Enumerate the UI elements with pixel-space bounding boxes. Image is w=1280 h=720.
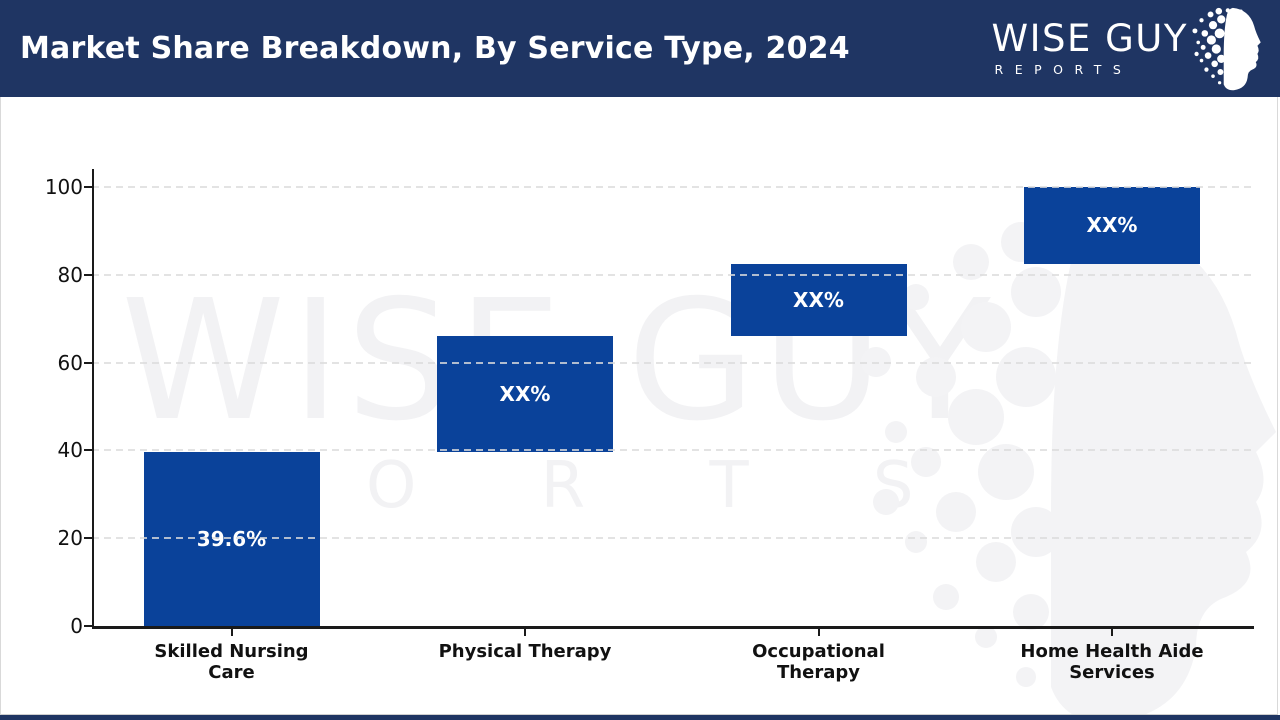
category-label-line: Home Health Aide [1020,641,1204,662]
category-label-line: Skilled Nursing [154,641,309,662]
category-label-line: Services [1069,662,1155,683]
bar-segment-4: XX% [1024,187,1200,264]
category-label-line: Occupational [752,641,885,662]
logo-wordmark: WISE GUY [991,17,1188,60]
page-title: Market Share Breakdown, By Service Type,… [20,31,850,66]
header-bar: Market Share Breakdown, By Service Type,… [0,0,1280,97]
y-axis-line [92,169,94,628]
y-tick-label-80: 80 [57,262,83,287]
logo-text: WISE GUY REPORTS [992,20,1188,77]
y-tick-mark-100 [84,186,92,188]
y-tick-label-100: 100 [44,175,83,199]
x-axis-line [92,626,1254,629]
y-tick-mark-60 [84,361,92,364]
gridline-60 [92,361,1254,364]
y-tick-mark-40 [84,449,92,452]
y-tick-label-60: 60 [57,350,83,375]
wise-guy-reports-logo: WISE GUY REPORTS [992,6,1264,92]
bar-value-label: XX% [1086,213,1138,238]
category-label-line: Care [208,662,255,683]
bar-segment-3: XX% [730,263,907,337]
face-profile-logo-icon [1192,7,1261,90]
bar-value-label: XX% [499,382,551,407]
watermark-subtitle: P O R T S [203,449,966,523]
logo-subtitle: REPORTS [994,62,1133,77]
x-tick-mark-3 [817,628,820,636]
x-tick-mark-1 [230,628,233,636]
watermark-face-icon [861,222,1276,714]
category-label-line: Physical Therapy [438,641,612,662]
x-tick-mark-4 [1111,628,1113,636]
x-tick-mark-2 [524,628,526,636]
y-tick-mark-20 [84,537,92,540]
bar-segment-2: XX% [437,336,613,453]
category-label-2: Physical Therapy [405,641,645,662]
y-tick-mark-80 [84,273,92,276]
gridline-40 [92,449,1254,452]
category-label-line: Therapy [777,662,860,683]
category-label-1: Skilled Nursing Care [112,641,352,683]
bar-value-label: XX% [793,288,844,313]
y-tick-label-20: 20 [57,526,83,551]
y-tick-mark-0 [84,625,92,627]
y-tick-label-0: 0 [70,614,83,638]
y-tick-label-40: 40 [57,438,83,463]
chart-area: WISE GUY P O R T S 02040608010039.6%Skil… [0,97,1278,715]
gridline-100 [92,186,1254,188]
category-label-4: Home Health Aide Services [992,641,1232,683]
footer-accent-bar [0,715,1280,720]
gridline-80 [92,273,1254,276]
category-label-3: Occupational Therapy [699,641,939,683]
gridline-20 [92,537,1254,540]
